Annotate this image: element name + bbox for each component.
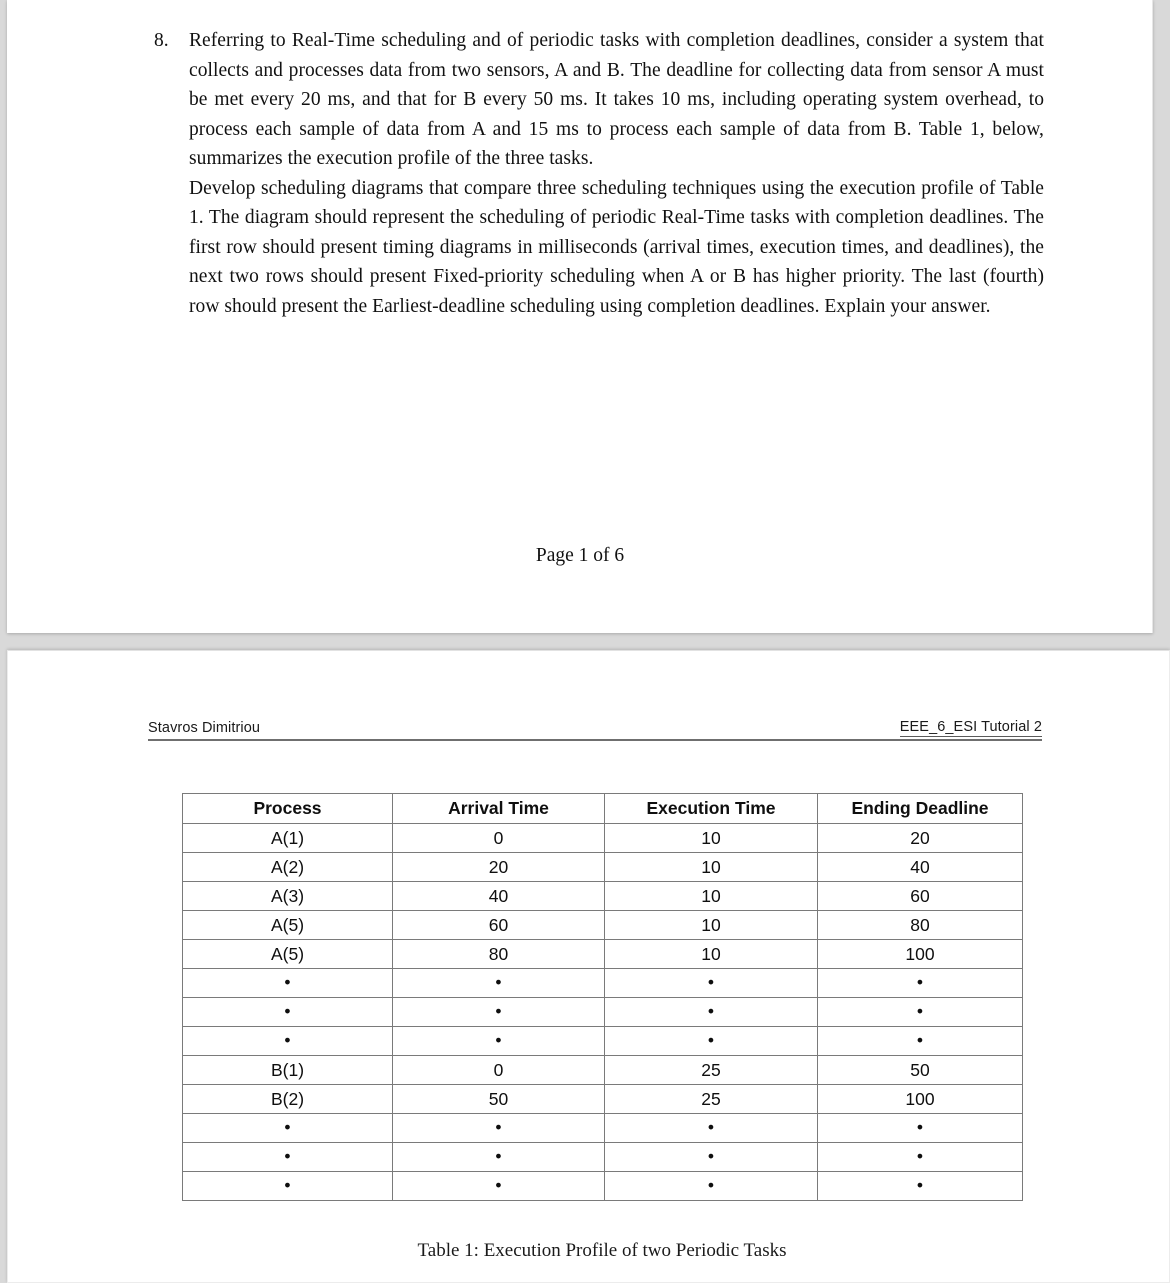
table-header-row: Process Arrival Time Execution Time Endi…	[182, 793, 1023, 824]
table-cell-ellipsis-dot: •	[604, 1142, 818, 1172]
table-cell: 10	[604, 823, 818, 853]
running-header-course: EEE_6_ESI Tutorial 2	[899, 719, 1042, 737]
table-cell: 0	[392, 823, 605, 853]
table-cell-ellipsis-dot: •	[182, 997, 393, 1027]
question-number: 8.	[154, 30, 169, 51]
column-header-arrival-time: Arrival Time	[392, 793, 605, 824]
table-cell: 10	[604, 881, 818, 911]
table-row: B(1) 0 25 50	[182, 1055, 1023, 1085]
table-cell: B(2)	[182, 1084, 393, 1114]
table-cell: 80	[817, 910, 1023, 940]
column-header-execution-time: Execution Time	[604, 793, 818, 824]
table-cell-ellipsis-dot: •	[392, 1026, 605, 1056]
table-cell-ellipsis-dot: •	[182, 968, 393, 998]
table-cell-ellipsis-dot: •	[817, 1026, 1023, 1056]
table-row: • • • •	[182, 968, 1023, 998]
table-cell-ellipsis-dot: •	[817, 1113, 1023, 1143]
table-cell: A(5)	[182, 910, 393, 940]
execution-profile-table: Process Arrival Time Execution Time Endi…	[182, 793, 1023, 1201]
table-cell: 60	[817, 881, 1023, 911]
table-cell: A(5)	[182, 939, 393, 969]
table-row: • • • •	[182, 1026, 1023, 1056]
page-number-footer: Page 1 of 6	[535, 545, 625, 566]
table-cell-ellipsis-dot: •	[604, 968, 818, 998]
table-cell-ellipsis-dot: •	[817, 968, 1023, 998]
column-header-process: Process	[182, 793, 393, 824]
table-cell: 50	[392, 1084, 605, 1114]
table-row: A(5) 80 10 100	[182, 939, 1023, 969]
table-row: • • • •	[182, 997, 1023, 1027]
table-header: Process Arrival Time Execution Time Endi…	[182, 793, 1023, 824]
table-cell: 10	[604, 852, 818, 882]
question-block: 8. Referring to Real-Time scheduling and…	[154, 26, 1044, 321]
table-cell-ellipsis-dot: •	[817, 1171, 1023, 1201]
table-cell-ellipsis-dot: •	[604, 1113, 818, 1143]
table-cell: 40	[817, 852, 1023, 882]
table-cell-ellipsis-dot: •	[182, 1026, 393, 1056]
table-cell-ellipsis-dot: •	[182, 1113, 393, 1143]
table-cell: 60	[392, 910, 605, 940]
table-row: A(5) 60 10 80	[182, 910, 1023, 940]
table-cell-ellipsis-dot: •	[604, 1026, 818, 1056]
table-cell: 25	[604, 1055, 818, 1085]
question-paragraph-2: Develop scheduling diagrams that compare…	[189, 177, 1044, 317]
table-cell: 40	[392, 881, 605, 911]
question-paragraph-1: Referring to Real-Time scheduling and of…	[189, 30, 1044, 169]
table-cell-ellipsis-dot: •	[392, 968, 605, 998]
table-cell: B(1)	[182, 1055, 393, 1085]
table-row: B(2) 50 25 100	[182, 1084, 1023, 1114]
table-cell: A(3)	[182, 881, 393, 911]
table-row: A(1) 0 10 20	[182, 823, 1023, 853]
execution-profile-table-wrapper: Process Arrival Time Execution Time Endi…	[182, 793, 1023, 1201]
table-cell: 100	[817, 1084, 1023, 1114]
table-row: • • • •	[182, 1171, 1023, 1201]
table-row: A(3) 40 10 60	[182, 881, 1023, 911]
table-cell: 20	[392, 852, 605, 882]
table-cell: 50	[817, 1055, 1023, 1085]
table-cell: A(2)	[182, 852, 393, 882]
table-cell-ellipsis-dot: •	[392, 997, 605, 1027]
question-row: 8. Referring to Real-Time scheduling and…	[154, 26, 1044, 321]
table-cell: 100	[817, 939, 1023, 969]
table-cell: 80	[392, 939, 605, 969]
table-row: • • • •	[182, 1113, 1023, 1143]
table-cell-ellipsis-dot: •	[392, 1171, 605, 1201]
question-body: Referring to Real-Time scheduling and of…	[189, 26, 1044, 321]
table-cell-ellipsis-dot: •	[817, 997, 1023, 1027]
document-page-1: 8. Referring to Real-Time scheduling and…	[7, 0, 1153, 633]
table-cell-ellipsis-dot: •	[392, 1142, 605, 1172]
table-row: • • • •	[182, 1142, 1023, 1172]
running-header: Stavros Dimitriou EEE_6_ESI Tutorial 2	[148, 719, 1042, 741]
table-cell-ellipsis-dot: •	[604, 1171, 818, 1201]
table-cell-ellipsis-dot: •	[182, 1142, 393, 1172]
table-cell-ellipsis-dot: •	[604, 997, 818, 1027]
table-cell: 10	[604, 910, 818, 940]
table-cell: 20	[817, 823, 1023, 853]
table-cell: 10	[604, 939, 818, 969]
table-cell: 0	[392, 1055, 605, 1085]
table-row: A(2) 20 10 40	[182, 852, 1023, 882]
running-header-author: Stavros Dimitriou	[148, 720, 261, 736]
table-cell-ellipsis-dot: •	[817, 1142, 1023, 1172]
table-caption: Table 1: Execution Profile of two Period…	[417, 1240, 787, 1261]
table-cell-ellipsis-dot: •	[182, 1171, 393, 1201]
column-header-ending-deadline: Ending Deadline	[817, 793, 1023, 824]
table-cell: 25	[604, 1084, 818, 1114]
table-cell-ellipsis-dot: •	[392, 1113, 605, 1143]
table-body: A(1) 0 10 20 A(2) 20 10 40 A(3) 40 10 60 A(5) 60 10 80 A…	[182, 823, 1023, 1201]
table-cell: A(1)	[182, 823, 393, 853]
